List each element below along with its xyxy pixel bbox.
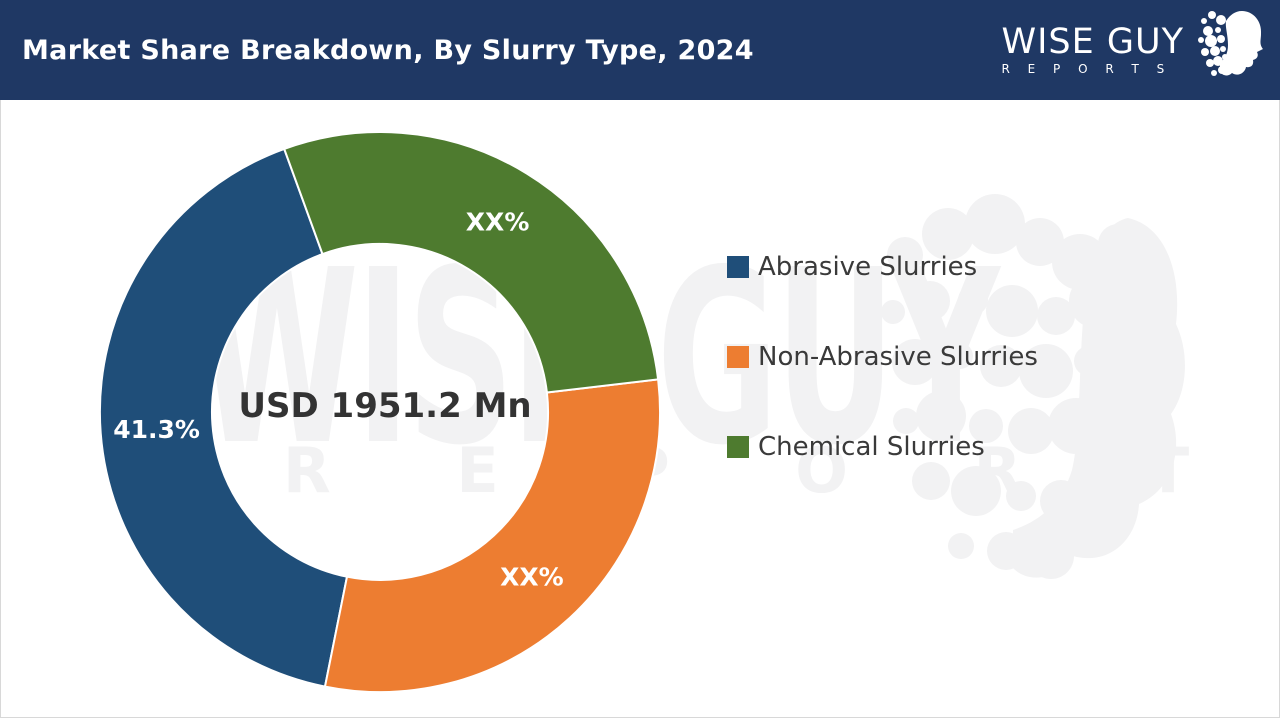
- legend-label: Non-Abrasive Slurries: [758, 342, 1038, 372]
- legend-swatch-icon: [727, 256, 749, 278]
- brand-logo: WISE GUY R E P O R T S: [1001, 7, 1280, 93]
- legend-item-chemical-slurries: Chemical Slurries: [727, 432, 1038, 462]
- header-bar: Market Share Breakdown, By Slurry Type, …: [0, 0, 1280, 100]
- brand-logo-subtitle: R E P O R T S: [1001, 62, 1172, 76]
- brand-face-icon: [1198, 11, 1263, 76]
- legend-item-abrasive-slurries: Abrasive Slurries: [727, 252, 1038, 282]
- legend-item-non-abrasive-slurries: Non-Abrasive Slurries: [727, 342, 1038, 372]
- page-title: Market Share Breakdown, By Slurry Type, …: [22, 34, 754, 66]
- legend-label: Chemical Slurries: [758, 432, 985, 462]
- donut-segment-abrasive-slurries: [98, 147, 349, 688]
- chart-legend: Abrasive Slurries Non-Abrasive Slurries …: [727, 252, 1038, 522]
- slice-percentage-label: XX%: [500, 563, 564, 592]
- slice-percentage-label: XX%: [466, 207, 530, 236]
- donut-segment-non-abrasive-slurries: [323, 378, 661, 694]
- chart-center-value: USD 1951.2 Mn: [238, 386, 532, 426]
- legend-label: Abrasive Slurries: [758, 252, 978, 282]
- donut-segment-chemical-slurries: [282, 131, 660, 394]
- brand-logo-name: WISE GUY: [1001, 22, 1184, 62]
- brand-logo-text: WISE GUY R E P O R T S: [1001, 24, 1184, 76]
- legend-swatch-icon: [727, 346, 749, 368]
- legend-swatch-icon: [727, 436, 749, 458]
- slice-percentage-label: 41.3%: [113, 415, 200, 444]
